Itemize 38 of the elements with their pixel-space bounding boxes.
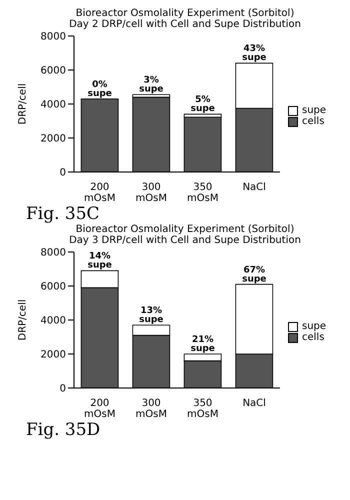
annotation: 43% supe — [242, 44, 266, 64]
legend-label: cells — [302, 332, 324, 343]
chart-subtitle: Day 2 DRP/cell with Cell and Supe Distribution — [68, 19, 302, 30]
caption: Fig. 35C — [26, 204, 101, 224]
x-tick-label: 200 mOsM — [84, 398, 116, 420]
caption: Fig. 35D — [26, 420, 102, 440]
y-tick-label: 2000 — [40, 134, 66, 145]
y-axis-title: DRP/cell — [18, 299, 29, 341]
y-tick-label: 8000 — [40, 32, 66, 43]
chart-subtitle: Day 3 DRP/cell with Cell and Supe Distribution — [68, 235, 302, 246]
x-tick-label: 200 mOsM — [84, 182, 116, 204]
annotation: 67% supe — [242, 265, 266, 284]
x-tick-label: NaCl — [242, 398, 266, 409]
y-tick-label: 6000 — [40, 66, 66, 77]
x-tick-label: 350 mOsM — [187, 398, 218, 420]
annotation: 5% supe — [190, 95, 215, 114]
x-tick-label: NaCl — [242, 182, 266, 193]
annotation: 0% supe — [88, 80, 112, 99]
chart-title: Bioreactor Osmolality Experiment (Sorbitol) — [74, 224, 294, 235]
y-tick-label: 6000 — [40, 282, 66, 293]
legend-label: supe — [302, 105, 326, 116]
x-tick-label: 350 mOsM — [187, 182, 218, 204]
y-axis-title: DRP/cell — [18, 83, 29, 125]
y-tick-label: 2000 — [40, 350, 66, 361]
y-tick-label: 8000 — [40, 248, 66, 259]
legend-label: supe — [302, 321, 326, 332]
y-tick-label: 0 — [60, 384, 66, 395]
y-tick-label: 0 — [60, 168, 66, 179]
x-tick-label: 300 mOsM — [136, 182, 167, 204]
annotation: 14% supe — [88, 252, 112, 271]
x-tick-label: 300 mOsM — [136, 398, 167, 420]
annotation: 3% supe — [139, 76, 164, 95]
legend-label: cells — [302, 116, 324, 127]
annotation: 13% supe — [139, 306, 164, 326]
y-tick-label: 4000 — [40, 316, 66, 327]
y-tick-label: 4000 — [40, 100, 66, 111]
chart-title: Bioreactor Osmolality Experiment (Sorbitol) — [74, 8, 294, 19]
annotation: 21% supe — [190, 335, 215, 354]
